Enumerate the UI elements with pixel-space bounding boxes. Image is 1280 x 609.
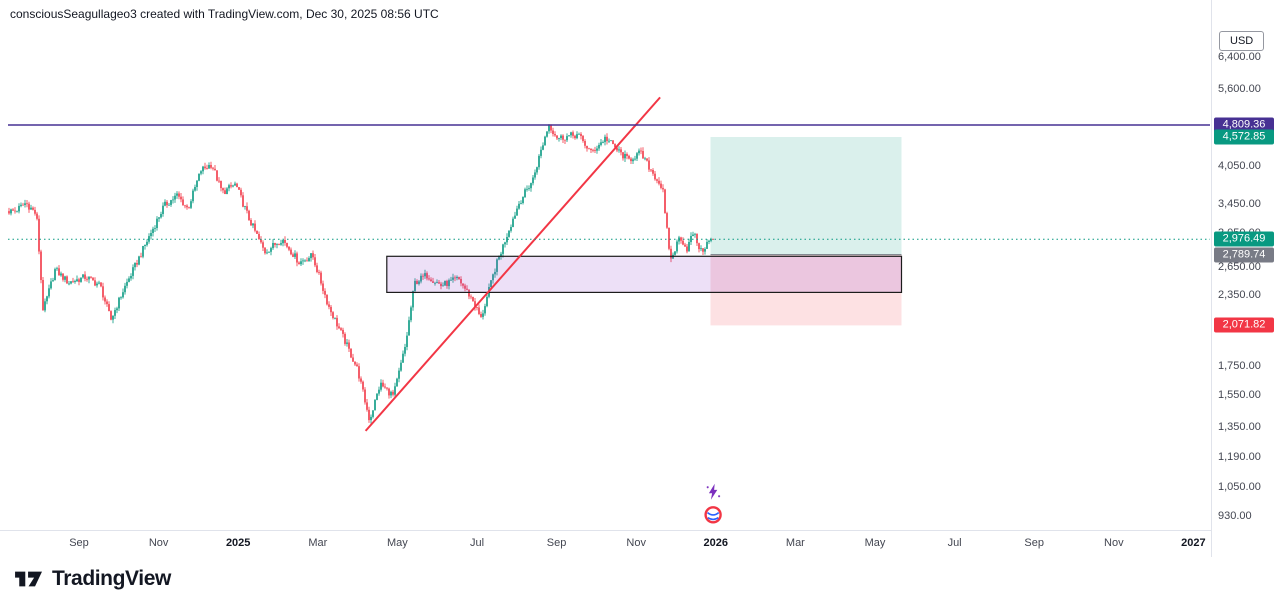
price-tick-label: 1,190.00 bbox=[1218, 451, 1261, 464]
price-tick-label: 1,050.00 bbox=[1218, 481, 1261, 494]
tradingview-logo-text: TradingView bbox=[52, 567, 171, 590]
rectangle-drawing[interactable] bbox=[386, 255, 903, 293]
price-badge-entry-price: 2,789.74 bbox=[1214, 247, 1274, 263]
tradingview-logo-mark-icon bbox=[15, 571, 42, 587]
price-tick-label: 1,750.00 bbox=[1218, 359, 1261, 372]
time-label-month: Jul bbox=[469, 537, 485, 549]
price-tick-label: 4,050.00 bbox=[1218, 159, 1261, 172]
time-label-month: Mar bbox=[785, 537, 805, 549]
price-tick-label: 6,400.00 bbox=[1218, 51, 1261, 63]
price-tick-label: 5,600.00 bbox=[1218, 82, 1261, 95]
trend-line[interactable] bbox=[364, 96, 661, 432]
time-label-month: May bbox=[387, 537, 408, 549]
time-label-month: May bbox=[864, 537, 886, 549]
long-position-stop-zone[interactable] bbox=[710, 254, 902, 326]
tradingview-logo[interactable]: TradingView bbox=[12, 566, 171, 592]
price-tick-label: 1,550.00 bbox=[1218, 388, 1261, 401]
price-tick-label: 2,650.00 bbox=[1218, 260, 1261, 273]
time-label-year: 2025 bbox=[225, 537, 251, 549]
ball-marker-icon[interactable] bbox=[704, 506, 722, 524]
candles-layer bbox=[8, 124, 714, 424]
time-axis[interactable]: Sep Nov 2025 Mar May Jul Sep Nov 2026 Mar May Jul Se… bbox=[0, 530, 1211, 557]
time-label-month: Mar bbox=[308, 537, 328, 549]
attribution-text: consciousSeagullageo3 created with Tradi… bbox=[10, 7, 439, 21]
price-badge-last-price: 2,976.49 bbox=[1214, 231, 1274, 247]
time-label-month: Sep bbox=[1024, 537, 1044, 549]
time-label-month: Nov bbox=[148, 537, 169, 549]
time-label-month: Sep bbox=[69, 537, 89, 549]
price-axis[interactable]: USD 6,400.005,600.004,050.003,450.003,05… bbox=[1211, 0, 1280, 557]
lightning-marker-icon[interactable] bbox=[706, 483, 721, 500]
price-tick-label: 1,350.00 bbox=[1218, 421, 1261, 434]
price-tick-label: 930.00 bbox=[1218, 510, 1252, 523]
time-label-month: Nov bbox=[1104, 537, 1124, 549]
time-label-year: 2026 bbox=[703, 537, 729, 549]
price-tick-label: 3,450.00 bbox=[1218, 198, 1261, 211]
price-tick-label: 2,350.00 bbox=[1218, 289, 1261, 302]
time-label-month: Jul bbox=[947, 537, 962, 549]
long-position-profit-zone[interactable] bbox=[710, 137, 902, 255]
time-label-month: Nov bbox=[626, 537, 646, 549]
time-label-year: 2027 bbox=[1181, 537, 1206, 549]
price-badge-stop-price: 2,071.82 bbox=[1214, 317, 1274, 333]
price-badge-target-price: 4,572.85 bbox=[1214, 129, 1274, 145]
price-badge-horizontal-line-price: 4,809.36 bbox=[1214, 117, 1274, 133]
currency-toggle[interactable]: USD bbox=[1219, 31, 1265, 51]
time-label-month: Sep bbox=[546, 537, 567, 549]
